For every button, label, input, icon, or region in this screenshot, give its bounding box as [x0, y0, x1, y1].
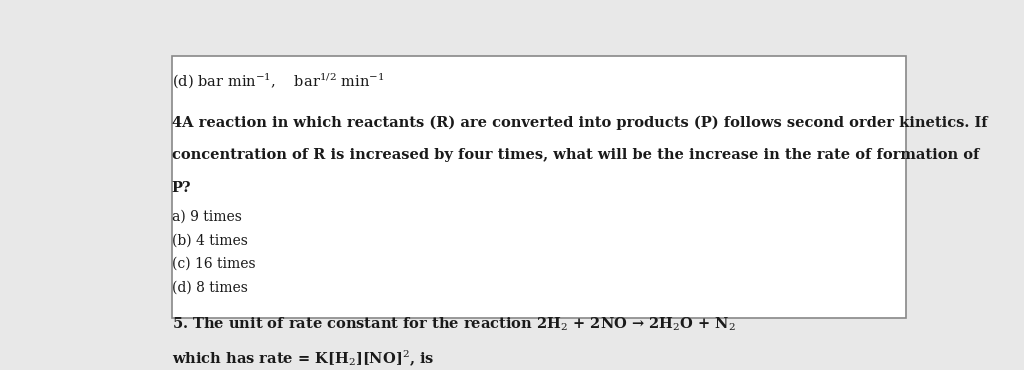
Text: 5. The unit of rate constant for the reaction 2H$_2$ + 2NO → 2H$_2$O + N$_2$: 5. The unit of rate constant for the rea…	[172, 316, 735, 333]
Text: (d) 8 times: (d) 8 times	[172, 280, 248, 295]
Text: P?: P?	[172, 181, 191, 195]
Text: which has rate = K[H$_2$][NO]$^2$, is: which has rate = K[H$_2$][NO]$^2$, is	[172, 349, 434, 368]
Text: concentration of R is increased by four times, what will be the increase in the : concentration of R is increased by four …	[172, 148, 979, 162]
Text: 4A reaction in which reactants (R) are converted into products (P) follows secon: 4A reaction in which reactants (R) are c…	[172, 115, 987, 130]
Text: (c) 16 times: (c) 16 times	[172, 257, 255, 271]
Text: (d) bar min$^{-1}$,    bar$^{1/2}$ min$^{-1}$: (d) bar min$^{-1}$, bar$^{1/2}$ min$^{-1…	[172, 71, 384, 90]
FancyBboxPatch shape	[172, 56, 906, 318]
Text: a) 9 times: a) 9 times	[172, 210, 242, 223]
Text: (b) 4 times: (b) 4 times	[172, 233, 248, 247]
